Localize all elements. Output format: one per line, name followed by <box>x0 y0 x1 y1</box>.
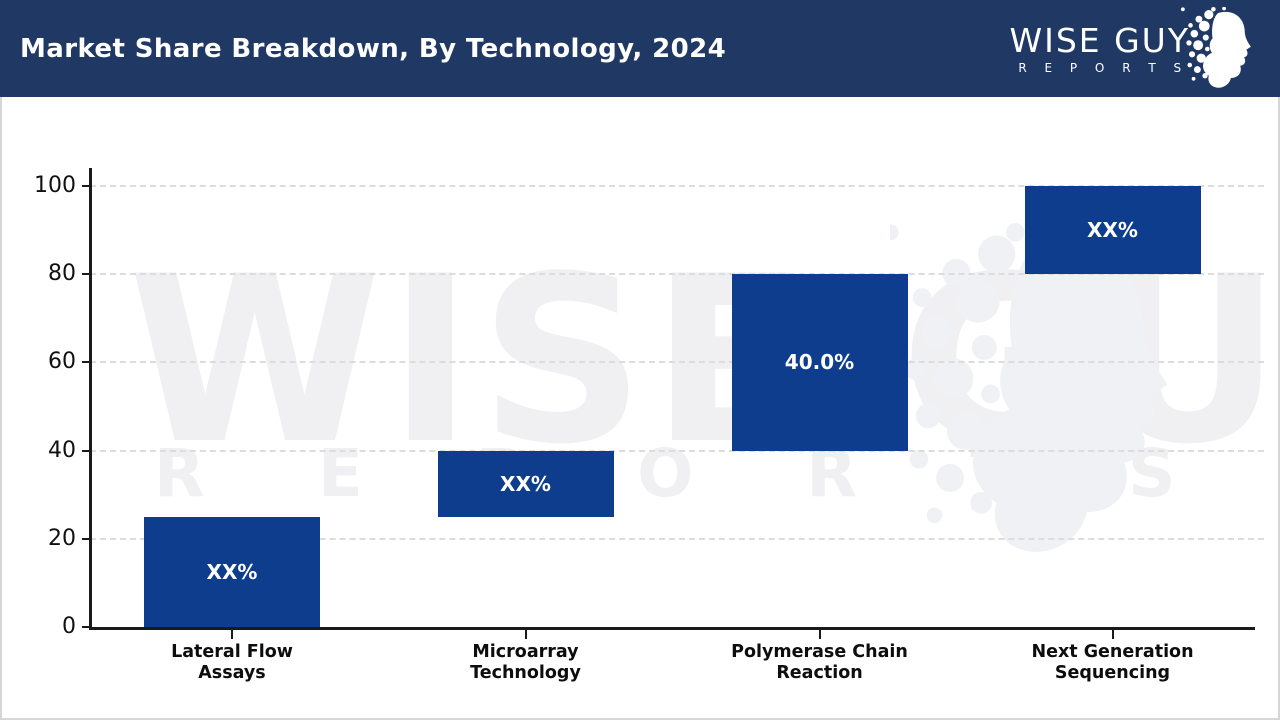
x-category-label-next-generation-sequencing: Next Generation Sequencing <box>1031 642 1194 683</box>
gridline-100 <box>90 185 1264 187</box>
gridline-20 <box>90 537 1264 540</box>
bar-value-label-lateral-flow-assays: XX% <box>206 559 258 584</box>
dotted-head-profile-icon <box>1180 6 1251 88</box>
gridline-80 <box>90 273 1264 276</box>
y-tick-20 <box>82 537 89 540</box>
brand-subtitle: R E P O R T S <box>1018 60 1189 75</box>
x-tick-microarray-technology <box>524 630 527 639</box>
brand-logo-text: WISE GUY R E P O R T S <box>1009 24 1190 74</box>
gridline-60 <box>90 361 1264 364</box>
x-tick-lateral-flow-assays <box>231 630 233 639</box>
header-bar: Market Share Breakdown, By Technology, 2… <box>0 0 1280 97</box>
bar-value-label-next-generation-sequencing: XX% <box>1087 218 1138 243</box>
bar-value-label-microarray-technology: XX% <box>500 471 551 496</box>
x-axis-line <box>89 627 1255 630</box>
y-tick-label-80: 80 <box>48 261 76 287</box>
y-tick-label-60: 60 <box>48 349 76 375</box>
brand-logo: WISE GUY R E P O R T S <box>1009 6 1256 91</box>
bar-polymerase-chain-reaction: 40.0% <box>731 274 908 451</box>
y-tick-40 <box>82 449 89 452</box>
x-category-label-lateral-flow-assays: Lateral Flow Assays <box>171 642 293 683</box>
bar-lateral-flow-assays: XX% <box>144 516 320 627</box>
x-tick-next-generation-sequencing <box>1111 630 1114 639</box>
y-tick-60 <box>82 361 89 364</box>
y-axis-line <box>89 168 92 630</box>
y-tick-100 <box>82 185 89 187</box>
x-tick-polymerase-chain-reaction <box>818 630 821 639</box>
y-tick-label-40: 40 <box>48 437 76 463</box>
brand-name: WISE GUY <box>1009 20 1190 60</box>
y-tick-0 <box>82 626 89 628</box>
y-tick-80 <box>82 273 89 276</box>
bar-next-generation-sequencing: XX% <box>1024 186 1201 275</box>
plot-region: WISE GUY R E P O R T S 020406080100XX%La… <box>0 97 1280 720</box>
gridline-40 <box>90 449 1264 452</box>
x-category-label-microarray-technology: Microarray Technology <box>470 642 581 683</box>
bar-chart: 0 20 40 60 80 100 XX% Lateral Flow Assays XX% Micr… <box>2 97 1278 718</box>
bar-value-label-polymerase-chain-reaction: 40.0% <box>784 350 855 375</box>
chart-title: Market Share Breakdown, By Technology, 2… <box>20 33 727 64</box>
y-tick-label-0: 0 <box>62 614 76 639</box>
y-tick-label-20: 20 <box>48 525 76 551</box>
x-category-label-polymerase-chain-reaction: Polymerase Chain Reaction <box>731 642 908 683</box>
bar-microarray-technology: XX% <box>437 450 614 517</box>
y-tick-label-100: 100 <box>34 173 76 198</box>
